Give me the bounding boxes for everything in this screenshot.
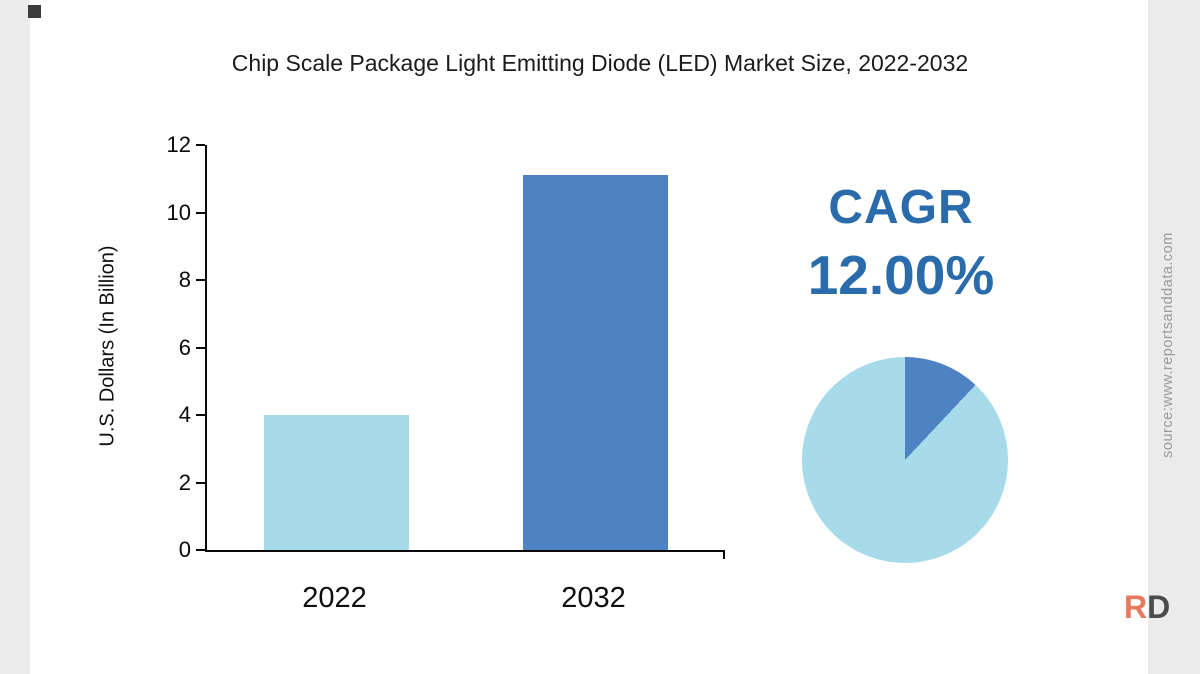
y-tick-mark (196, 279, 205, 281)
y-tick-mark (196, 549, 205, 551)
chart-title: Chip Scale Package Light Emitting Diode … (231, 50, 969, 76)
y-tick-mark (196, 481, 205, 484)
y-tick-label-2: 2 (178, 469, 191, 495)
logo-letter-r: R (1124, 589, 1148, 625)
cagr-value: 12.00% (807, 244, 995, 306)
y-tick-mark (196, 211, 205, 214)
y-tick-mark (196, 414, 205, 416)
x-tick-label-2022: 2022 (302, 582, 367, 614)
y-tick-label-0: 0 (178, 537, 191, 562)
y-axis-title: U.S. Dollars (In Billion) (96, 245, 119, 447)
y-tick-label-8: 8 (178, 267, 191, 292)
y-tick-label-12: 12 (166, 132, 191, 157)
y-tick-label-10: 10 (166, 199, 191, 225)
bar-plot: 0 2 4 6 8 10 12 (167, 132, 725, 562)
y-tick-mark (196, 346, 205, 349)
x-tick-label-2032: 2032 (561, 582, 626, 614)
brand-logo: RD (1124, 589, 1170, 625)
cagr-block: CAGR 12.00% (770, 180, 1032, 307)
pie-chart (802, 357, 1008, 563)
bar-2032 (523, 175, 668, 550)
bar-2022 (264, 415, 409, 550)
corner-mark (28, 5, 41, 18)
y-tick-label-4: 4 (178, 402, 191, 427)
logo-letter-d: D (1147, 589, 1171, 625)
x-axis-end-tick (723, 552, 725, 559)
source-attribution: source:www.reportsanddata.com (1160, 232, 1176, 458)
y-tick-label-6: 6 (178, 334, 191, 360)
x-axis-labels: 2022 2032 (205, 582, 725, 624)
cagr-label: CAGR (828, 181, 974, 234)
y-tick-mark (196, 144, 205, 146)
